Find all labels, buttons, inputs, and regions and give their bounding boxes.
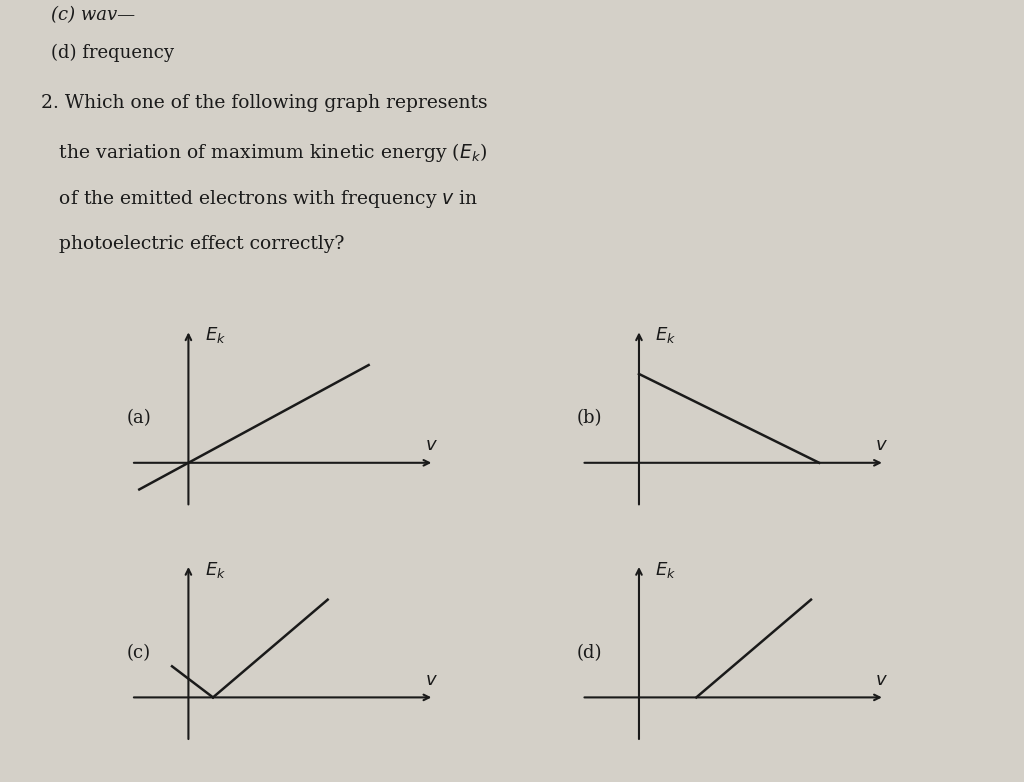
Text: $v$: $v$ (425, 436, 437, 454)
Text: $v$: $v$ (876, 670, 888, 688)
Text: $v$: $v$ (425, 670, 437, 688)
Text: photoelectric effect correctly?: photoelectric effect correctly? (41, 235, 344, 253)
Text: (d): (d) (577, 644, 602, 662)
Text: (a): (a) (126, 409, 151, 428)
Text: (b): (b) (577, 409, 602, 428)
Text: of the emitted electrons with frequency $v$ in: of the emitted electrons with frequency … (41, 188, 478, 210)
Text: $E_k$: $E_k$ (655, 560, 677, 579)
Text: 2. Which one of the following graph represents: 2. Which one of the following graph repr… (41, 94, 487, 112)
Text: $E_k$: $E_k$ (205, 325, 226, 345)
Text: $E_k$: $E_k$ (655, 325, 677, 345)
Text: (c) wav—: (c) wav— (51, 6, 135, 24)
Text: the variation of maximum kinetic energy ($E_k$): the variation of maximum kinetic energy … (41, 141, 487, 163)
Text: (d) frequency: (d) frequency (51, 44, 174, 62)
Text: $v$: $v$ (876, 436, 888, 454)
Text: (c): (c) (126, 644, 151, 662)
Text: $E_k$: $E_k$ (205, 560, 226, 579)
